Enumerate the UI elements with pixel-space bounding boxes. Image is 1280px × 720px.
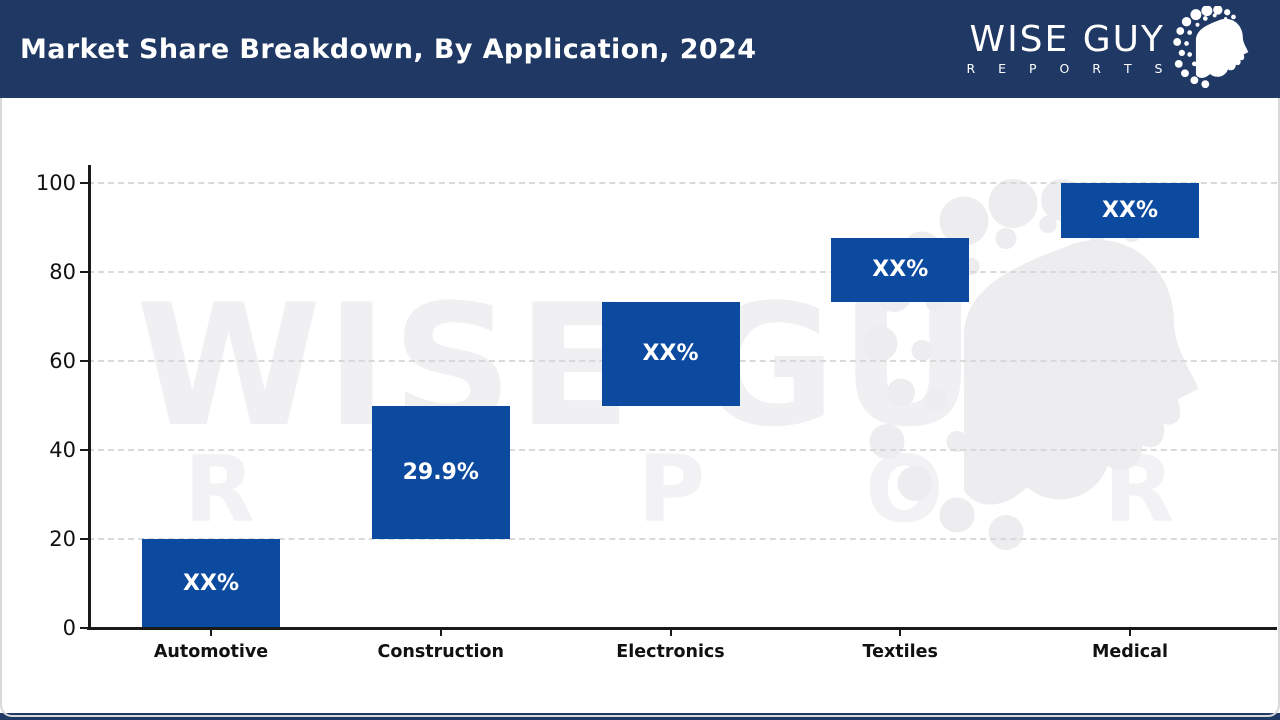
x-tick-construction bbox=[439, 628, 442, 636]
y-tick-80 bbox=[80, 271, 88, 273]
bar-automotive: XX% bbox=[142, 539, 280, 628]
x-label-electronics: Electronics bbox=[616, 642, 725, 662]
y-axis-line bbox=[88, 165, 91, 630]
gridline-20 bbox=[88, 538, 1277, 540]
bar-construction: 29.9% bbox=[371, 405, 510, 539]
bar-value-label: XX% bbox=[642, 341, 699, 367]
footer-bar bbox=[0, 713, 1280, 720]
bar-value-label: 29.9% bbox=[402, 459, 479, 485]
x-tick-textiles bbox=[899, 628, 902, 636]
gridline-80 bbox=[88, 271, 1277, 273]
bar-value-label: XX% bbox=[183, 571, 239, 596]
y-tick-20 bbox=[80, 538, 88, 540]
x-label-medical: Medical bbox=[1092, 642, 1168, 662]
x-label-textiles: Textiles bbox=[862, 642, 938, 662]
y-tick-0 bbox=[80, 627, 88, 629]
bar-textiles: XX% bbox=[831, 237, 970, 302]
y-tick-label-20: 20 bbox=[49, 527, 76, 551]
wise-guy-logo: WISE GUY R E P O R T S bbox=[962, 6, 1262, 92]
x-tick-electronics bbox=[669, 628, 672, 636]
y-tick-60 bbox=[80, 360, 88, 362]
bar-value-label: XX% bbox=[1102, 197, 1158, 223]
y-tick-label-100: 100 bbox=[35, 171, 76, 195]
bar-electronics: XX% bbox=[601, 301, 740, 406]
x-axis-line bbox=[87, 627, 1277, 630]
y-tick-label-60: 60 bbox=[49, 349, 76, 373]
x-tick-automotive bbox=[210, 628, 212, 636]
y-tick-100 bbox=[80, 182, 88, 184]
bar-medical: XX% bbox=[1061, 183, 1199, 238]
gridline-100 bbox=[88, 182, 1277, 184]
y-tick-label-40: 40 bbox=[49, 438, 76, 462]
chart-title: Market Share Breakdown, By Application, … bbox=[20, 33, 757, 65]
y-tick-40 bbox=[80, 449, 88, 451]
y-tick-label-0: 0 bbox=[62, 616, 76, 640]
x-label-construction: Construction bbox=[377, 642, 504, 662]
x-tick-medical bbox=[1129, 628, 1131, 636]
brand-name: WISE GUY bbox=[969, 19, 1165, 61]
bar-value-label: XX% bbox=[872, 257, 929, 283]
y-tick-label-80: 80 bbox=[49, 260, 76, 284]
x-label-automotive: Automotive bbox=[153, 642, 269, 662]
dotted-head-icon bbox=[1173, 6, 1249, 89]
brand-subname: R E P O R T S bbox=[966, 61, 1172, 77]
gridline-40 bbox=[88, 449, 1277, 451]
header: Market Share Breakdown, By Application, … bbox=[0, 0, 1280, 98]
